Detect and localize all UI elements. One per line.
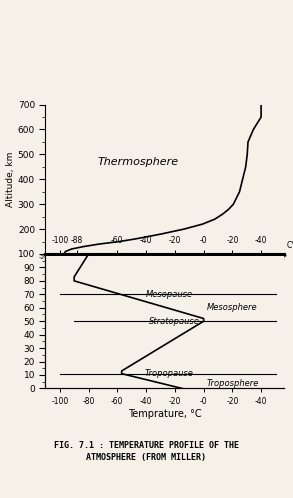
Text: Tropopause: Tropopause bbox=[145, 369, 194, 378]
Text: Stratopause: Stratopause bbox=[149, 317, 200, 326]
Text: 600: 600 bbox=[163, 255, 174, 260]
Y-axis label: Altitude, km: Altitude, km bbox=[6, 151, 15, 207]
Text: 1200: 1200 bbox=[253, 255, 269, 260]
Text: Mesosphere: Mesosphere bbox=[207, 303, 258, 312]
Text: Thermosphere: Thermosphere bbox=[97, 157, 178, 167]
Text: FIG. 7.1 : TEMPERATURE PROFILE OF THE
ATMOSPHERE (FROM MILLER): FIG. 7.1 : TEMPERATURE PROFILE OF THE AT… bbox=[54, 441, 239, 462]
X-axis label: Temprature, °C: Temprature, °C bbox=[128, 409, 202, 419]
Text: -200: -200 bbox=[38, 255, 52, 260]
Text: Troposphere: Troposphere bbox=[206, 378, 259, 387]
Text: 800: 800 bbox=[194, 255, 205, 260]
Text: 1000: 1000 bbox=[223, 255, 238, 260]
Text: 400: 400 bbox=[132, 255, 144, 260]
Text: 200: 200 bbox=[101, 255, 113, 260]
Text: C°: C° bbox=[280, 255, 288, 261]
Text: 0: 0 bbox=[74, 255, 78, 260]
Text: C°: C° bbox=[287, 241, 293, 250]
Text: Mesopause: Mesopause bbox=[146, 290, 193, 299]
